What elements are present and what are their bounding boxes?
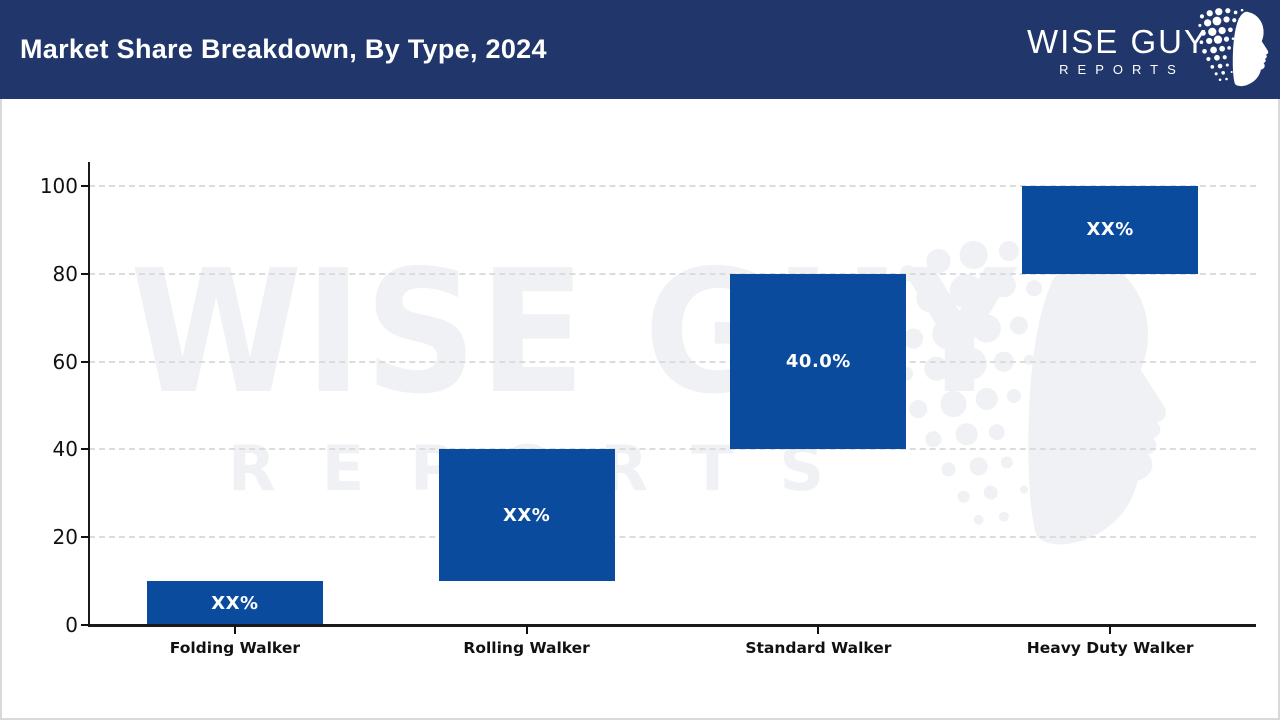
- y-tick-mark: [81, 272, 89, 275]
- y-tick-mark: [81, 536, 89, 539]
- x-tick-mark: [233, 625, 236, 634]
- brand-logo-text: WISE GUY REPORTS: [1027, 23, 1208, 77]
- header-band: Market Share Breakdown, By Type, 2024 WI…: [0, 0, 1280, 99]
- brand-name: WISE GUY: [1026, 23, 1208, 60]
- brand-head-icon: [1198, 8, 1269, 87]
- y-tick-mark: [81, 624, 89, 626]
- x-category-label: Heavy Duty Walker: [1026, 639, 1194, 657]
- bar-value-label: XX%: [211, 592, 259, 614]
- gridline: [89, 185, 1256, 187]
- x-category-label: Folding Walker: [169, 639, 300, 657]
- y-tick-label: 20: [52, 525, 78, 550]
- brand-subtitle: REPORTS: [1059, 62, 1185, 77]
- y-tick-label: 40: [52, 437, 78, 462]
- bar-folding-walker: XX%: [146, 581, 323, 625]
- gridline: [89, 448, 1256, 451]
- x-tick-mark: [817, 625, 820, 634]
- y-tick-label: 0: [65, 613, 78, 637]
- x-tick-mark: [525, 625, 528, 634]
- y-axis-spine: [88, 162, 90, 626]
- y-tick-label: 80: [52, 261, 78, 286]
- y-tick-label: 60: [52, 349, 78, 374]
- bar-rolling-walker: XX%: [438, 449, 615, 582]
- bar-value-label: XX%: [1086, 219, 1134, 241]
- page-border: [0, 99, 1280, 720]
- y-tick-mark: [81, 360, 89, 363]
- x-category-label: Rolling Walker: [463, 639, 590, 657]
- y-tick-mark: [81, 185, 89, 187]
- bar-standard-walker: 40.0%: [730, 273, 907, 450]
- bar-value-label: XX%: [502, 504, 551, 526]
- bar-value-label: 40.0%: [785, 351, 851, 373]
- x-category-label: Standard Walker: [745, 639, 892, 657]
- y-tick-label: 100: [39, 174, 78, 198]
- page-title: Market Share Breakdown, By Type, 2024: [20, 34, 547, 64]
- watermark-head-icon: [894, 240, 1166, 545]
- x-tick-mark: [1109, 625, 1112, 634]
- y-tick-mark: [81, 448, 89, 451]
- gridline: [89, 360, 1256, 363]
- x-axis-spine: [88, 624, 1256, 627]
- gridline: [89, 272, 1256, 275]
- brand-logo: WISE GUY REPORTS: [1027, 6, 1272, 94]
- bar-heavy-duty-walker: XX%: [1022, 186, 1199, 274]
- gridline: [89, 536, 1256, 539]
